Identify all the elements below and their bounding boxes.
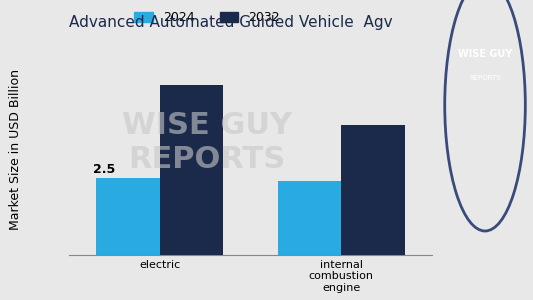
Text: WISE GUY
REPORTS: WISE GUY REPORTS (122, 111, 292, 174)
Text: Market Size in USD Billion: Market Size in USD Billion (10, 70, 22, 230)
Text: Advanced Automated Guided Vehicle  Agv: Advanced Automated Guided Vehicle Agv (69, 15, 393, 30)
Bar (96, 178, 160, 255)
Bar (341, 125, 405, 255)
Legend: 2024, 2032: 2024, 2032 (129, 6, 285, 29)
Text: WISE GUY: WISE GUY (458, 49, 512, 59)
Text: REPORTS: REPORTS (469, 75, 501, 81)
Bar (278, 181, 341, 255)
Bar (160, 85, 223, 255)
Text: 2.5: 2.5 (93, 163, 116, 176)
